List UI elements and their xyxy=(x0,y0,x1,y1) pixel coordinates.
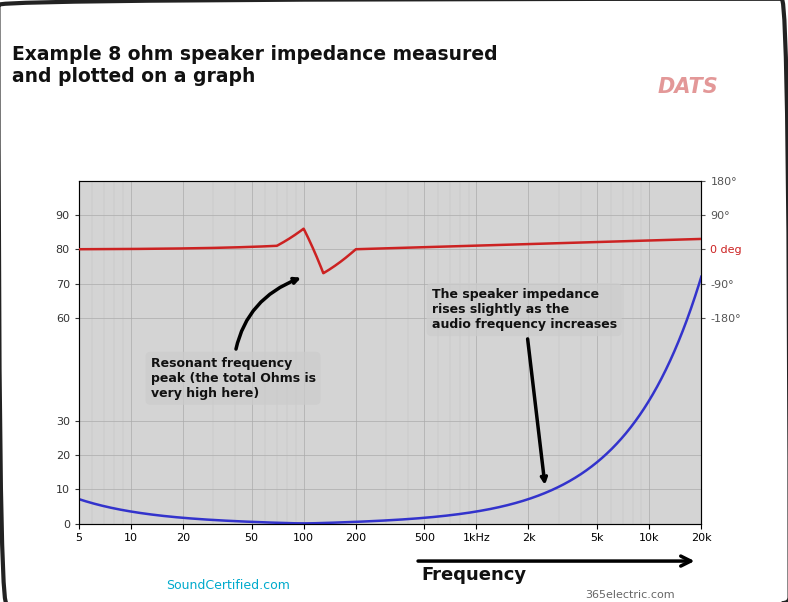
Text: 365electric.com: 365electric.com xyxy=(585,590,675,600)
Text: IMPEDANCE/PHASE: IMPEDANCE/PHASE xyxy=(297,14,491,31)
Text: SoundCertified.com: SoundCertified.com xyxy=(166,579,291,592)
Text: The speaker impedance
rises slightly as the
audio frequency increases: The speaker impedance rises slightly as … xyxy=(432,288,617,481)
Text: Resonant frequency
peak (the total Ohms is
very high here): Resonant frequency peak (the total Ohms … xyxy=(151,279,315,400)
Text: Example 8 ohm speaker impedance measured
and plotted on a graph: Example 8 ohm speaker impedance measured… xyxy=(12,45,497,86)
Text: Frequency: Frequency xyxy=(422,566,526,584)
Text: DATS: DATS xyxy=(658,77,719,98)
